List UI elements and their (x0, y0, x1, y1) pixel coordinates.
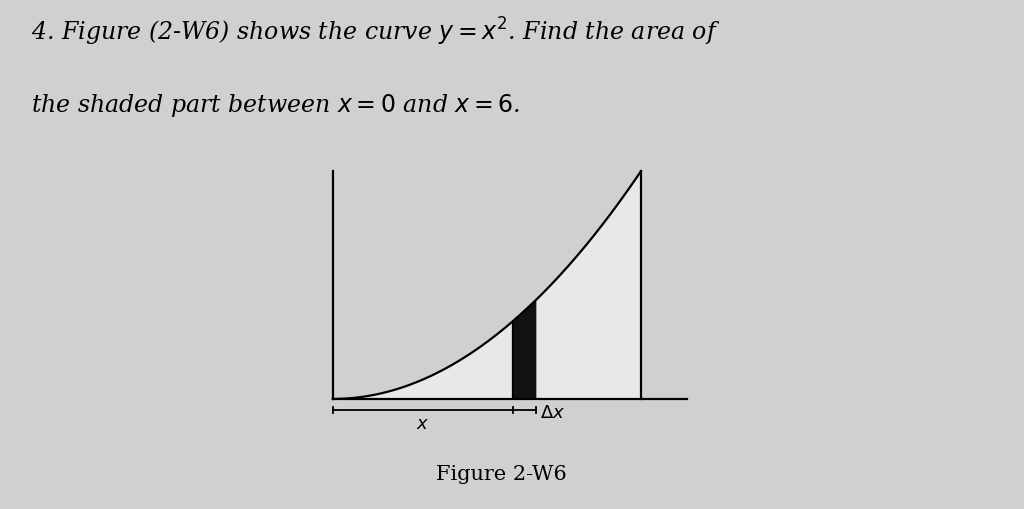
Text: 4. Figure (2-W6) shows the curve $y=x^2$. Find the area of: 4. Figure (2-W6) shows the curve $y=x^2$… (31, 15, 720, 47)
Text: the shaded part between $x = 0$ and $x = 6$.: the shaded part between $x = 0$ and $x =… (31, 92, 520, 119)
Polygon shape (513, 301, 536, 399)
Text: $x$: $x$ (416, 414, 429, 432)
Text: $\Delta x$: $\Delta x$ (540, 403, 565, 421)
Text: Figure 2-W6: Figure 2-W6 (436, 465, 567, 484)
